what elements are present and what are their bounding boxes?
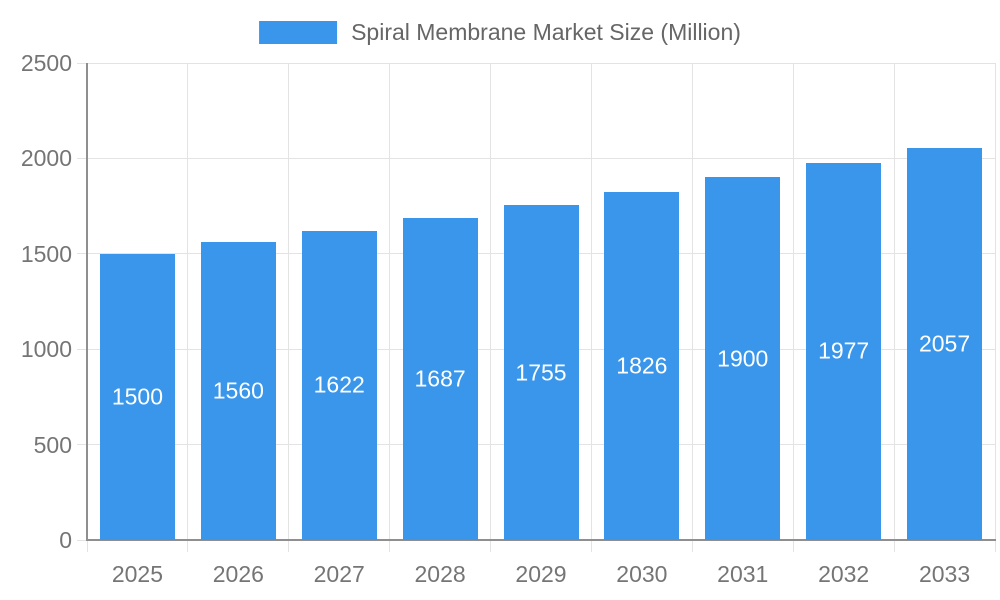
bar-value-label: 1500 bbox=[111, 383, 164, 410]
y-axis-tick bbox=[77, 62, 87, 64]
y-tick-label: 1000 bbox=[20, 336, 72, 363]
v-gridline bbox=[893, 63, 895, 540]
bar-value-label: 2057 bbox=[918, 330, 971, 357]
bar-value-label: 1560 bbox=[212, 377, 264, 404]
bar-2032[interactable]: 1977 bbox=[806, 162, 882, 540]
h-gridline bbox=[87, 157, 995, 159]
v-gridline bbox=[691, 63, 693, 540]
x-axis-tick bbox=[893, 540, 895, 552]
x-tick-label: 2029 bbox=[515, 561, 567, 587]
h-gridline bbox=[87, 62, 995, 64]
legend[interactable]: Spiral Membrane Market Size (Million) bbox=[259, 17, 741, 47]
y-axis-tick bbox=[77, 253, 87, 255]
x-axis-line bbox=[86, 539, 996, 541]
x-tick-label: 2033 bbox=[918, 561, 971, 587]
x-axis-tick bbox=[590, 540, 592, 552]
x-tick-label: 2027 bbox=[313, 561, 365, 587]
x-axis-tick bbox=[792, 540, 794, 552]
x-axis-tick bbox=[187, 540, 189, 552]
x-tick-label: 2026 bbox=[212, 561, 264, 587]
bar-2029[interactable]: 1755 bbox=[503, 205, 579, 540]
bar-value-label: 1826 bbox=[616, 352, 668, 379]
bar-2030[interactable]: 1826 bbox=[604, 191, 680, 540]
bar-value-label: 1687 bbox=[414, 365, 466, 392]
y-tick-label: 0 bbox=[59, 527, 72, 553]
x-axis-tick bbox=[86, 540, 88, 552]
v-gridline bbox=[490, 63, 492, 540]
x-tick-label: 2032 bbox=[818, 561, 870, 587]
legend-swatch-icon bbox=[259, 20, 338, 44]
bar-value-label: 1900 bbox=[717, 345, 769, 372]
y-axis-tick bbox=[77, 348, 87, 350]
v-gridline bbox=[288, 63, 290, 540]
v-gridline bbox=[590, 63, 592, 540]
y-tick-label: 500 bbox=[33, 431, 72, 458]
v-gridline bbox=[792, 63, 794, 540]
x-axis-tick bbox=[288, 540, 290, 552]
y-axis-line bbox=[86, 63, 88, 540]
y-tick-label: 2500 bbox=[20, 50, 72, 76]
x-axis-tick bbox=[994, 540, 996, 552]
bar-2031[interactable]: 1900 bbox=[705, 177, 781, 540]
y-axis-tick bbox=[77, 444, 87, 446]
x-axis-tick bbox=[389, 540, 391, 552]
bar-value-label: 1977 bbox=[818, 337, 870, 364]
y-axis-tick bbox=[77, 157, 87, 159]
bar-2027[interactable]: 1622 bbox=[301, 230, 377, 540]
v-gridline bbox=[994, 63, 996, 540]
legend-label: Spiral Membrane Market Size (Million) bbox=[351, 18, 741, 45]
x-tick-label: 2031 bbox=[717, 561, 769, 587]
x-axis-tick bbox=[490, 540, 492, 552]
bar-value-label: 1622 bbox=[313, 371, 365, 398]
y-axis-tick bbox=[77, 539, 87, 541]
y-tick-label: 1500 bbox=[20, 240, 72, 267]
bar-2028[interactable]: 1687 bbox=[402, 218, 478, 540]
v-gridline bbox=[187, 63, 189, 540]
x-tick-label: 2028 bbox=[414, 561, 466, 587]
x-axis-tick bbox=[691, 540, 693, 552]
y-tick-label: 2000 bbox=[20, 145, 72, 172]
bar-2033[interactable]: 2057 bbox=[907, 147, 983, 540]
bar-2025[interactable]: 1500 bbox=[99, 253, 175, 540]
x-tick-label: 2025 bbox=[111, 561, 164, 587]
bar-value-label: 1755 bbox=[515, 359, 567, 386]
v-gridline bbox=[389, 63, 391, 540]
bar-2026[interactable]: 1560 bbox=[200, 242, 276, 540]
x-tick-label: 2030 bbox=[616, 561, 668, 587]
